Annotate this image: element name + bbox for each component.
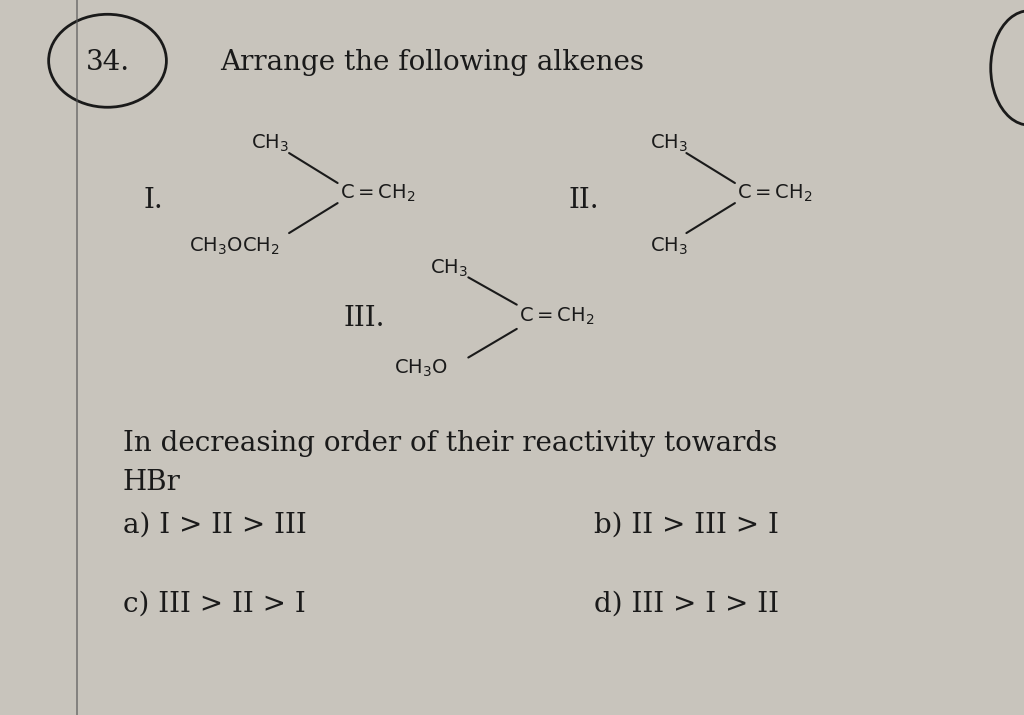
Text: $\mathregular{C = CH_2}$: $\mathregular{C = CH_2}$ xyxy=(519,306,595,327)
Text: Arrange the following alkenes: Arrange the following alkenes xyxy=(220,49,644,77)
Text: In decreasing order of their reactivity towards: In decreasing order of their reactivity … xyxy=(123,430,777,457)
Text: III.: III. xyxy=(343,305,385,332)
Text: $\mathregular{C = CH_2}$: $\mathregular{C = CH_2}$ xyxy=(737,182,813,204)
Text: d) III > I > II: d) III > I > II xyxy=(594,591,779,618)
Text: c) III > II > I: c) III > II > I xyxy=(123,591,305,618)
Text: a) I > II > III: a) I > II > III xyxy=(123,512,306,539)
Text: $\mathregular{CH_3}$: $\mathregular{CH_3}$ xyxy=(430,257,468,279)
Text: $\mathregular{CH_3}$: $\mathregular{CH_3}$ xyxy=(650,236,688,257)
Text: HBr: HBr xyxy=(123,469,181,496)
Text: $\mathregular{CH_3}$: $\mathregular{CH_3}$ xyxy=(650,132,688,154)
Text: $\mathregular{CH_3OCH_2}$: $\mathregular{CH_3OCH_2}$ xyxy=(189,236,281,257)
Text: $\mathregular{C = CH_2}$: $\mathregular{C = CH_2}$ xyxy=(340,182,416,204)
Text: II.: II. xyxy=(568,187,599,214)
Text: I.: I. xyxy=(143,187,163,214)
Text: b) II > III > I: b) II > III > I xyxy=(594,512,779,539)
Text: 34.: 34. xyxy=(85,49,130,77)
Text: $\mathregular{CH_3O}$: $\mathregular{CH_3O}$ xyxy=(394,358,449,379)
Text: $\mathregular{CH_3}$: $\mathregular{CH_3}$ xyxy=(251,132,289,154)
